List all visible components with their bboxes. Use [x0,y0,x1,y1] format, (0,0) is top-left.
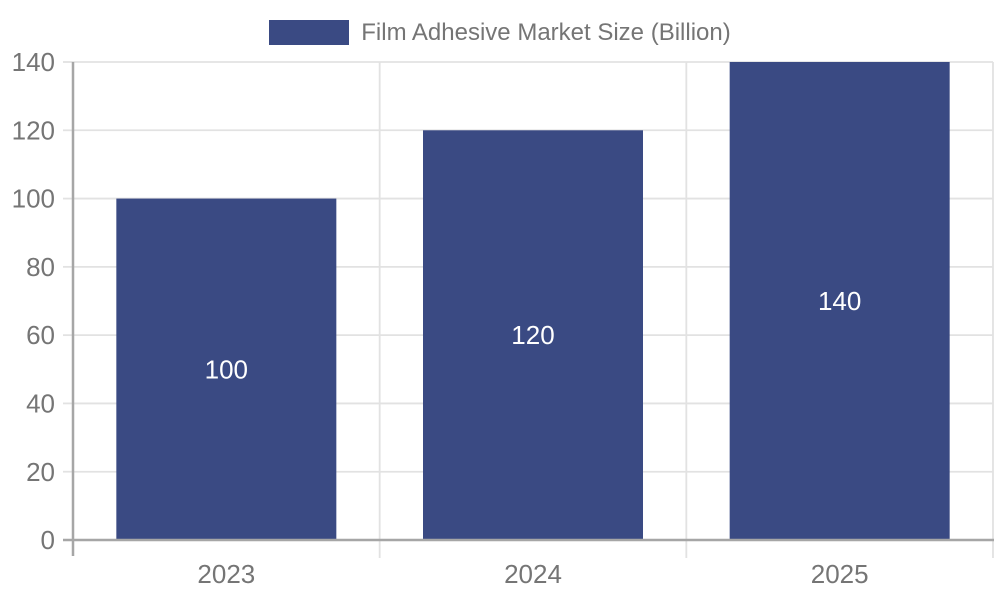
y-tick-label-100: 100 [12,184,55,214]
bar-value-label-2024: 120 [511,320,554,350]
x-tick-label-2024: 2024 [504,559,562,589]
legend-label: Film Adhesive Market Size (Billion) [361,19,731,46]
bar-value-label-2025: 140 [818,286,861,316]
legend[interactable]: Film Adhesive Market Size (Billion) [0,19,1000,46]
y-tick-label-140: 140 [12,47,55,77]
bar-2025[interactable] [729,62,950,540]
y-tick-label-40: 40 [26,389,55,419]
legend-swatch [269,20,350,45]
x-tick-label-2025: 2025 [811,559,869,589]
bar-value-label-2023: 100 [205,354,248,384]
bar-2024[interactable] [423,130,643,541]
y-tick-label-60: 60 [26,320,55,350]
y-tick-label-120: 120 [12,115,55,145]
y-tick-label-20: 20 [26,457,55,487]
x-tick-label-2023: 2023 [197,559,255,589]
y-tick-label-80: 80 [26,252,55,282]
bar-2023[interactable] [116,198,337,541]
y-tick-label-0: 0 [41,525,55,555]
